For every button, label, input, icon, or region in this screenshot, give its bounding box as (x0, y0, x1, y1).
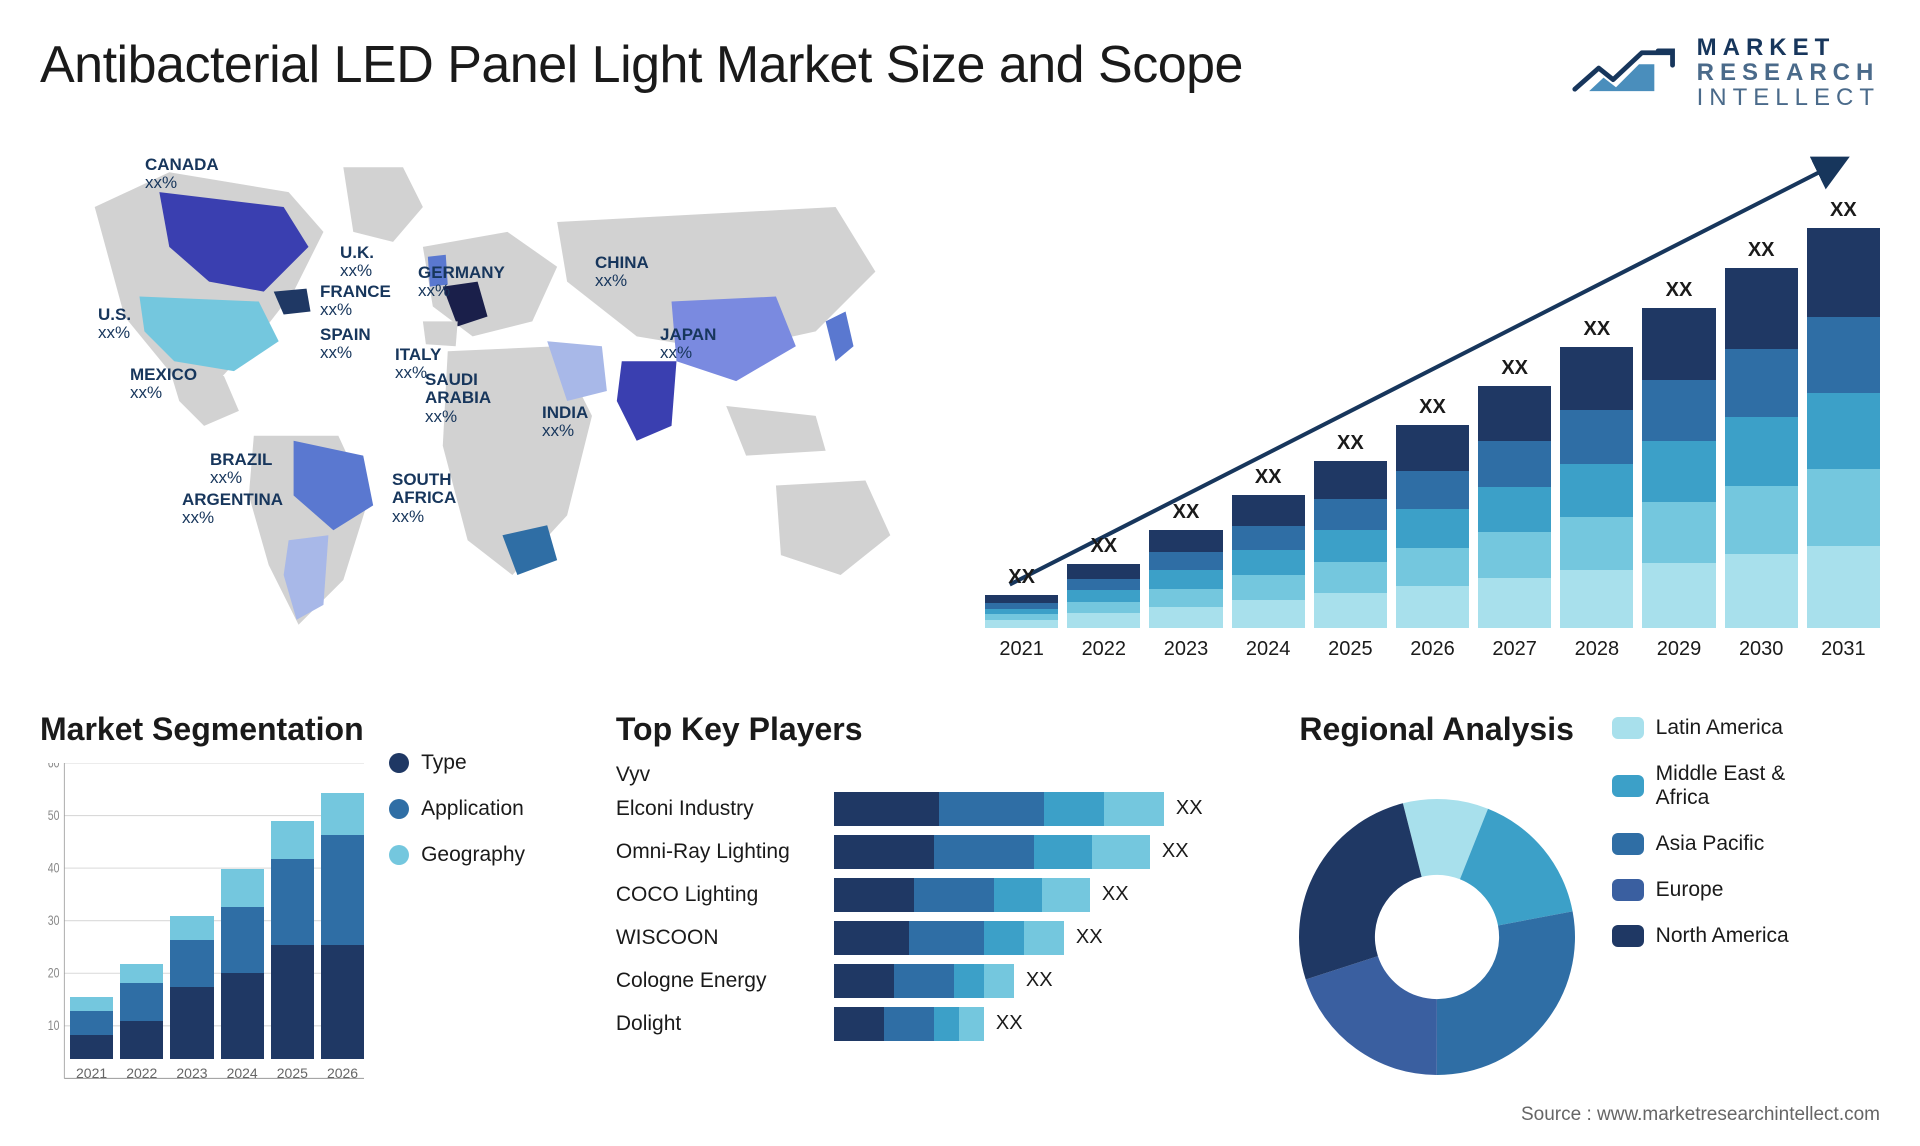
map-callout: INDIAxx% (542, 404, 588, 441)
growth-bar: XX2022 (1067, 535, 1140, 661)
world-map: CANADAxx% U.S.xx% MEXICOxx% BRAZILxx%ARGENT… (40, 131, 935, 661)
map-callout: SAUDIARABIAxx% (425, 371, 491, 427)
page-title: Antibacterial LED Panel Light Market Siz… (40, 35, 1243, 95)
legend-item: Asia Pacific (1612, 832, 1880, 856)
player-name: Omni-Ray Lighting (616, 835, 816, 869)
player-name: Elconi Industry (616, 792, 816, 826)
segmentation-bar: 2021 (70, 997, 113, 1081)
growth-chart: XX2021XX2022XX2023XX2024XX2025XX2026XX20… (965, 131, 1880, 661)
legend-item: Europe (1612, 878, 1880, 902)
growth-bar: XX2029 (1642, 279, 1715, 661)
growth-bar: XX2031 (1807, 199, 1880, 661)
map-callout: JAPANxx% (660, 326, 716, 363)
player-bar: XX (834, 921, 1257, 955)
growth-bar: XX2027 (1478, 357, 1551, 661)
legend-item: Latin America (1612, 716, 1880, 740)
growth-bar: XX2023 (1149, 501, 1222, 661)
map-callout: GERMANYxx% (418, 264, 505, 301)
chart-arrow-icon (1570, 40, 1685, 105)
growth-bar: XX2030 (1725, 239, 1798, 661)
legend-item: Type (389, 751, 586, 775)
map-callout: SPAINxx% (320, 326, 371, 363)
brand-logo: MARKET RESEARCH INTELLECT (1570, 35, 1880, 111)
segmentation-bar: 2023 (170, 916, 213, 1081)
growth-bar: XX2028 (1560, 318, 1633, 661)
map-callout: CHINAxx% (595, 254, 649, 291)
growth-bar: XX2026 (1396, 396, 1469, 661)
player-name: Dolight (616, 1007, 816, 1041)
players-title: Top Key Players (616, 711, 1257, 748)
legend-item: North America (1612, 924, 1880, 948)
segmentation-panel: Market Segmentation 102030405060 2021202… (40, 711, 586, 1111)
logo-line-1: MARKET (1697, 35, 1880, 60)
player-bar: XX (834, 835, 1257, 869)
player-bar: XX (834, 878, 1257, 912)
svg-text:50: 50 (48, 807, 60, 823)
map-callout: FRANCExx% (320, 283, 391, 320)
svg-text:10: 10 (48, 1017, 60, 1033)
legend-item: Application (389, 797, 586, 821)
map-callout: U.K.xx% (340, 244, 374, 281)
logo-line-3: INTELLECT (1697, 85, 1880, 110)
svg-text:20: 20 (48, 965, 60, 981)
map-callout: ARGENTINAxx% (182, 491, 283, 528)
growth-bar: XX2025 (1314, 432, 1387, 661)
svg-text:60: 60 (48, 763, 60, 771)
player-name: COCO Lighting (616, 878, 816, 912)
svg-text:30: 30 (48, 912, 60, 928)
segmentation-title: Market Segmentation (40, 711, 364, 748)
players-panel: Top Key Players Vyv Elconi Industry Omni-R… (616, 711, 1257, 1111)
player-bar: XX (834, 792, 1257, 826)
svg-text:40: 40 (48, 860, 60, 876)
player-bar: XX (834, 964, 1257, 998)
growth-bar: XX2021 (985, 566, 1058, 660)
map-callout: BRAZILxx% (210, 451, 272, 488)
map-callout: CANADAxx% (145, 156, 219, 193)
regional-title: Regional Analysis (1287, 711, 1587, 748)
regional-panel: Regional Analysis Latin America Middle Ea… (1287, 711, 1880, 1111)
logo-line-2: RESEARCH (1697, 60, 1880, 85)
segmentation-bar: 2024 (221, 869, 264, 1081)
legend-item: Geography (389, 843, 586, 867)
map-callout: U.S.xx% (98, 306, 131, 343)
map-callout: MEXICOxx% (130, 366, 197, 403)
player-bar: XX (834, 1007, 1257, 1041)
player-name: Cologne Energy (616, 964, 816, 998)
legend-item: Middle East &Africa (1612, 762, 1880, 810)
segmentation-bar: 2022 (120, 964, 163, 1081)
player-name: WISCOON (616, 921, 816, 955)
player-name: Vyv (616, 763, 816, 783)
growth-bar: XX2024 (1232, 466, 1305, 660)
segmentation-bar: 2026 (321, 793, 364, 1081)
map-callout: SOUTHAFRICAxx% (392, 471, 456, 527)
source-attribution: Source : www.marketresearchintellect.com (1521, 1104, 1880, 1126)
segmentation-bar: 2025 (271, 821, 314, 1081)
